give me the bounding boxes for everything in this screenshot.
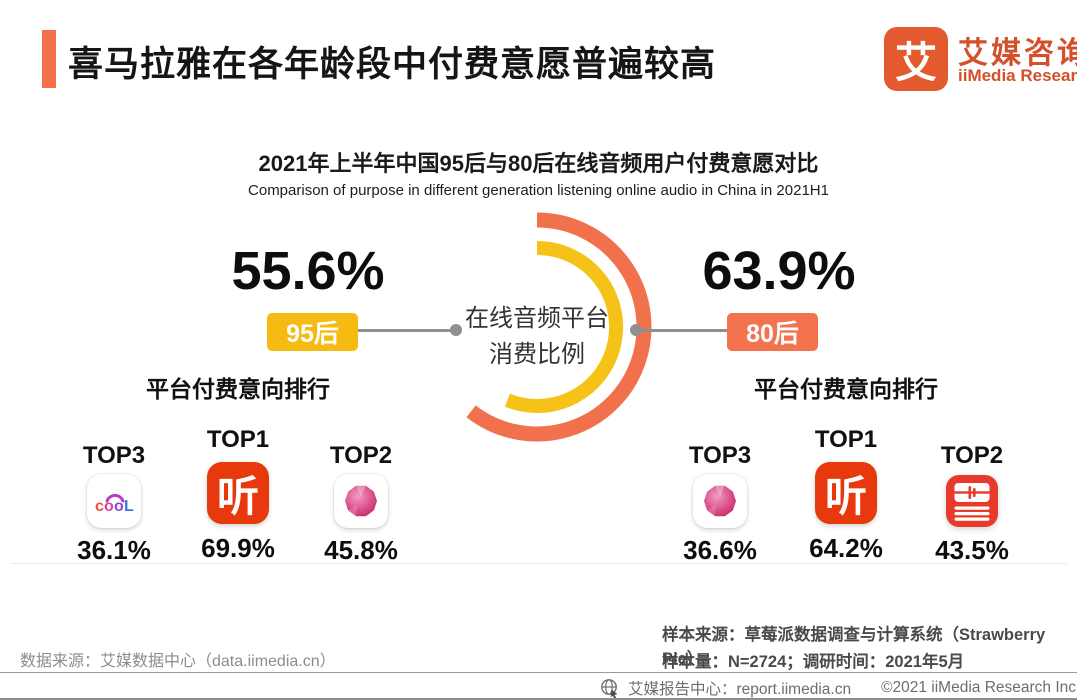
badge-80hou-label: 80后 [746,320,799,348]
donut-arcs-chart [466,212,652,442]
value-80hou: 63.9% [702,241,856,301]
cool-headphones-app-icon: c o o L [87,474,141,528]
svg-text:o: o [114,498,124,515]
app-rank-right-top2: TOP2 43.5% [910,442,1034,566]
globe-cursor-icon [601,678,618,698]
svg-text:L: L [124,498,134,515]
ranking-title-left: 平台付费意向排行 [146,376,330,402]
connector-dot-right [630,324,642,336]
badge-95hou: 95后 [267,313,358,351]
ximalaya-listen-app-icon: 听 [207,462,269,524]
ximalaya-glyph: 听 [216,472,259,520]
center-label-line1: 在线音频平台 [465,305,609,332]
copyright-text: ©2021 iiMedia Research Inc [881,679,1077,696]
badge-95hou-label: 95后 [286,320,339,348]
rank-value: 64.2% [809,533,883,563]
iimedia-logo-icon: 艾 [884,27,948,91]
connector-line-left [358,329,455,332]
rank-label: TOP2 [940,442,1004,469]
app-rank-left-top2: TOP2 45.8% [299,442,423,566]
rank-label: TOP3 [688,442,752,469]
sample-source-text: 样本来源：草莓派数据调查与计算系统（Strawberry Pie） [662,626,1046,668]
rank-value: 36.1% [77,535,151,565]
page-title: 喜马拉雅在各年龄段中付费意愿普遍较高 [68,45,717,84]
center-label-line2: 消费比例 [489,341,585,368]
footer: 艾媒报告中心：report.iimedia.cn ©2021 iiMedia R… [600,677,1076,699]
rank-value: 43.5% [935,535,1009,565]
rank-value: 36.6% [683,535,757,565]
app-rank-right-top3: TOP3 36.6% [658,442,782,566]
inner-yellow-arc [504,241,624,413]
rank-label: TOP2 [329,442,393,469]
chart-title: 2021年上半年中国95后与80后在线音频用户付费意愿对比 [258,151,819,176]
rank-value: 69.9% [201,533,275,563]
pink-gem-app-icon [334,474,388,528]
app-rank-right-top1: TOP1 听 64.2% [784,426,908,564]
chart-subtitle: Comparison of purpose in different gener… [248,182,829,199]
footer-divider [0,672,1077,673]
data-source-text: 数据来源：艾媒数据中心（data.iimedia.cn） [20,653,336,670]
connector-line-right [640,329,727,332]
title-accent-bar [42,30,56,88]
app-rank-left-top3: TOP3 c o o L 36.1% [52,442,176,566]
faint-divider [10,563,1067,564]
rank-label: TOP1 [206,426,270,453]
connector-dot-left [450,324,462,336]
svg-text:c: c [95,498,104,515]
value-95hou: 55.6% [231,241,385,301]
app-rank-left-top1: TOP1 听 69.9% [176,426,300,564]
svg-text:o: o [104,498,114,515]
outer-orange-arc [466,212,652,442]
logo-name-en: iiMedia Research [958,66,1077,85]
ranking-title-right: 平台付费意向排行 [754,376,938,402]
ximalaya-glyph: 听 [824,472,867,520]
pink-gem-app-icon [693,474,747,528]
sample-size-text: 样本量：N=2724；调研时间：2021年5月 [662,653,965,671]
red-audiobook-app-icon [946,475,998,527]
rank-value: 45.8% [324,535,398,565]
report-center-text: 艾媒报告中心：report.iimedia.cn [628,681,852,698]
logo-glyph: 艾 [894,38,937,86]
rank-label: TOP3 [82,442,146,469]
logo-name-cn: 艾媒咨询 [958,37,1077,70]
ximalaya-listen-app-icon: 听 [815,462,877,524]
bottom-border [0,698,1077,700]
rank-label: TOP1 [814,426,878,453]
badge-80hou: 80后 [727,313,818,351]
